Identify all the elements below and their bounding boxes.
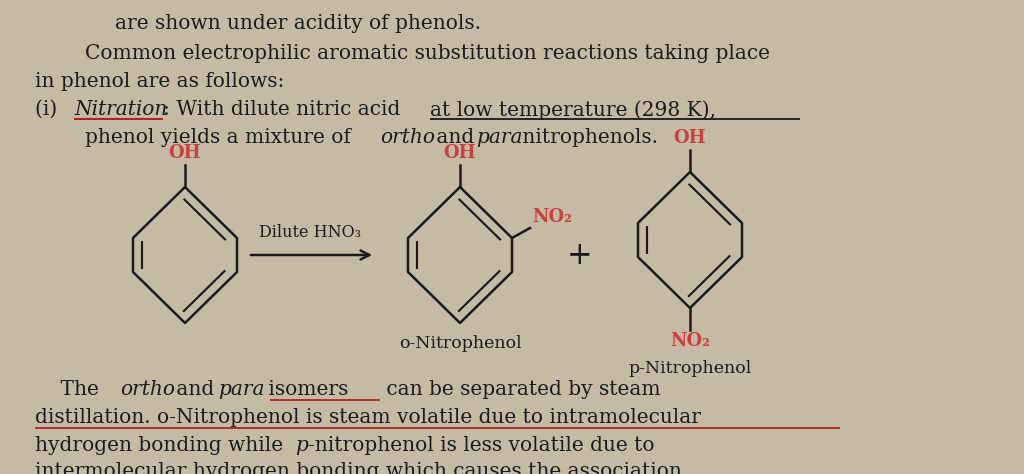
- Text: OH: OH: [443, 144, 476, 162]
- Text: and: and: [430, 128, 480, 147]
- Text: can be separated by steam: can be separated by steam: [380, 380, 660, 399]
- Text: ortho: ortho: [120, 380, 175, 399]
- Text: isomers: isomers: [262, 380, 348, 399]
- Text: nitrophenols.: nitrophenols.: [516, 128, 658, 147]
- Text: distillation. o-Nitrophenol is steam volatile due to intramolecular: distillation. o-Nitrophenol is steam vol…: [35, 408, 701, 427]
- Text: o-Nitrophenol: o-Nitrophenol: [398, 335, 521, 352]
- Text: phenol yields a mixture of: phenol yields a mixture of: [85, 128, 357, 147]
- Text: +: +: [567, 239, 593, 271]
- Text: :: :: [163, 100, 170, 119]
- Text: are shown under acidity of phenols.: are shown under acidity of phenols.: [115, 14, 481, 33]
- Text: p: p: [295, 436, 308, 455]
- Text: ortho: ortho: [380, 128, 435, 147]
- Text: OH: OH: [169, 144, 202, 162]
- Text: Dilute HNO₃: Dilute HNO₃: [259, 224, 361, 241]
- Text: in phenol are as follows:: in phenol are as follows:: [35, 72, 285, 91]
- Text: para: para: [218, 380, 264, 399]
- Text: p-Nitrophenol: p-Nitrophenol: [629, 360, 752, 377]
- Text: (i): (i): [35, 100, 63, 119]
- Text: at low temperature (298 K),: at low temperature (298 K),: [430, 100, 716, 119]
- Text: hydrogen bonding while: hydrogen bonding while: [35, 436, 290, 455]
- Text: With dilute nitric acid: With dilute nitric acid: [170, 100, 407, 119]
- Text: NO₂: NO₂: [670, 332, 710, 350]
- Text: Nitration: Nitration: [74, 100, 167, 119]
- Text: The: The: [35, 380, 105, 399]
- Text: NO₂: NO₂: [532, 208, 572, 226]
- Text: para: para: [476, 128, 522, 147]
- Text: intermolecular hydrogen bonding which causes the association: intermolecular hydrogen bonding which ca…: [35, 462, 682, 474]
- Text: and: and: [170, 380, 220, 399]
- Text: OH: OH: [674, 129, 707, 147]
- Text: Common electrophilic aromatic substitution reactions taking place: Common electrophilic aromatic substituti…: [85, 44, 770, 63]
- Text: -nitrophenol is less volatile due to: -nitrophenol is less volatile due to: [308, 436, 654, 455]
